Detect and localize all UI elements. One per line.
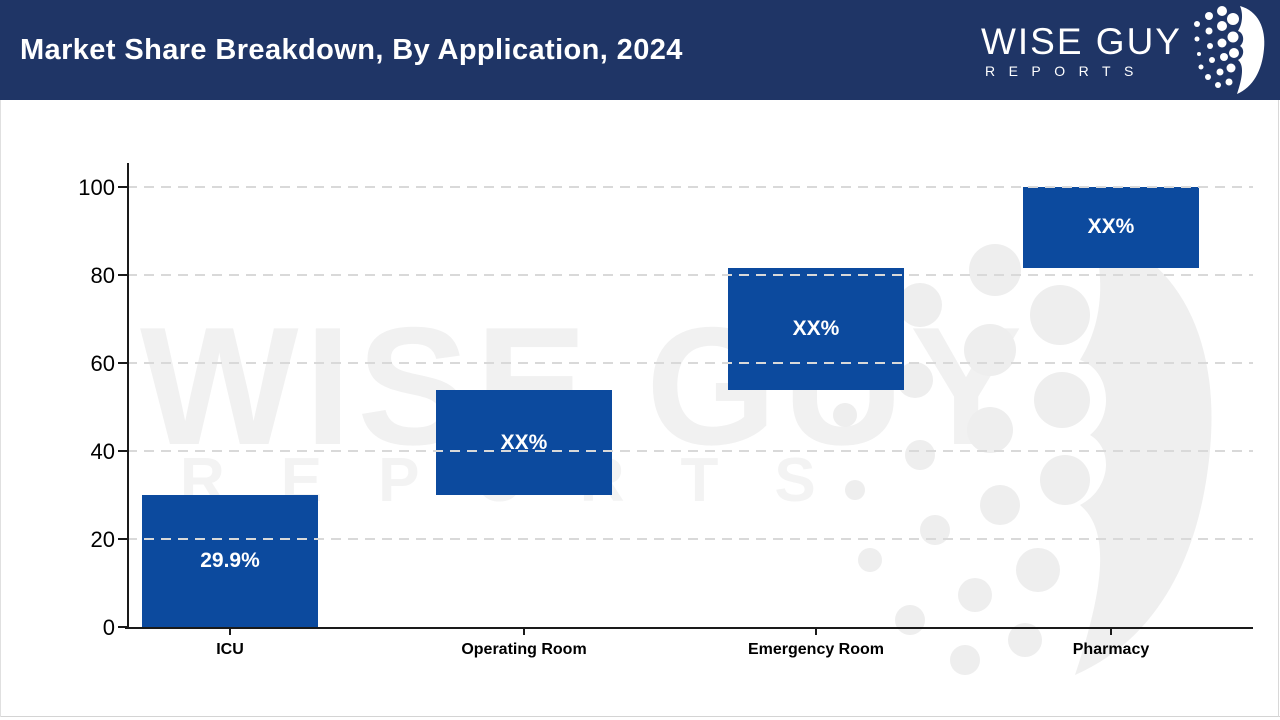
frame-right-line (1278, 100, 1279, 717)
page-title: Market Share Breakdown, By Application, … (20, 33, 683, 66)
bar-value-label: XX% (1087, 215, 1135, 239)
x-axis-line (125, 627, 1253, 629)
logo-subtext: REPORTS (984, 62, 1147, 79)
y-tick-label: 40 (90, 439, 115, 464)
gridline (127, 362, 1253, 364)
x-tick-mark (229, 627, 231, 635)
x-tick-mark (815, 627, 817, 635)
y-tick-label: 60 (90, 351, 115, 376)
gridline (127, 450, 1253, 452)
x-tick-label: Operating Room (461, 641, 587, 658)
bar-value-label: XX% (500, 430, 548, 454)
watermark-face-dots (833, 230, 1212, 675)
bar-icu: 29.9% (142, 495, 318, 627)
y-tick-label: 100 (78, 175, 115, 200)
x-tick-label: Pharmacy (1072, 641, 1150, 658)
logo-text: WISE GUY REPORTS (981, 23, 1182, 78)
header: Market Share Breakdown, By Application, … (0, 0, 1280, 100)
frame-left-line (0, 100, 1, 717)
bar-value-label: 29.9% (200, 549, 260, 573)
y-axis-line (127, 163, 129, 629)
y-tick-label: 80 (90, 263, 115, 288)
gridline (127, 538, 1253, 540)
y-tick-mark (118, 626, 127, 628)
chart-area: WISE GUY REPORTS 29.9%XX%XX%XX% 02040608… (0, 100, 1280, 716)
bar-value-label: XX% (792, 317, 840, 341)
frame-bottom-line (0, 716, 1280, 717)
x-tick-label: Emergency Room (747, 641, 885, 658)
x-tick-mark (1110, 627, 1112, 635)
x-tick-label: ICU (216, 641, 244, 658)
y-tick-mark (118, 538, 127, 540)
bar-operating-room: XX% (436, 390, 612, 496)
logo-wordmark: WISE GUY (980, 20, 1182, 62)
y-tick-mark (118, 362, 127, 364)
y-tick-mark (118, 186, 127, 188)
gridline (127, 186, 1253, 188)
y-tick-label: 20 (90, 527, 115, 552)
wiseguy-logo: WISE GUY REPORTS (981, 4, 1280, 96)
x-tick-mark (523, 627, 525, 635)
bar-emergency-room: XX% (728, 268, 904, 390)
gridline (127, 274, 1253, 276)
logo-face-icon (1194, 6, 1265, 94)
bar-pharmacy: XX% (1023, 187, 1199, 268)
y-tick-mark (118, 450, 127, 452)
y-tick-mark (118, 274, 127, 276)
y-tick-label: 0 (102, 615, 115, 640)
